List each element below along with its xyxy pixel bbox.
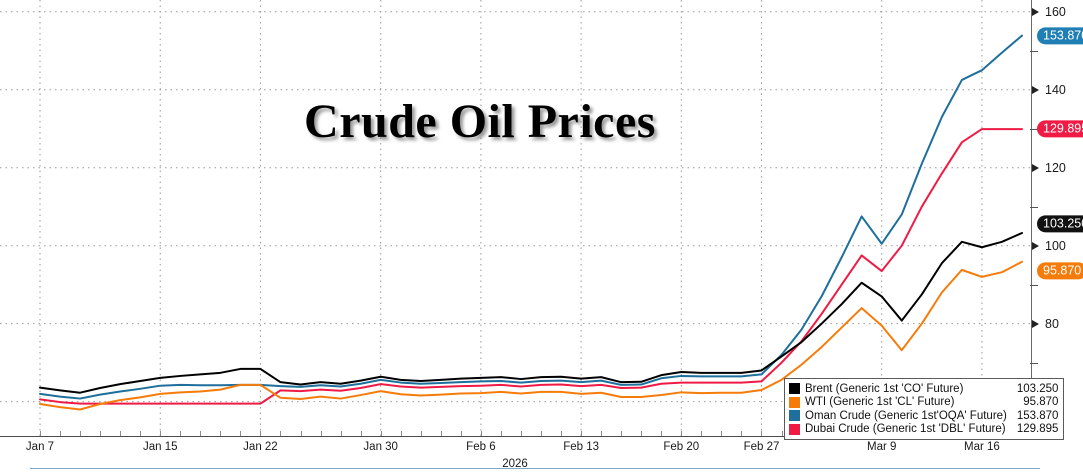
x-minor-tick xyxy=(741,431,743,436)
x-minor-tick xyxy=(340,431,342,436)
y-tick-arrow-icon xyxy=(1032,85,1039,94)
x-minor-tick xyxy=(480,431,482,436)
x-minor-tick xyxy=(420,431,422,436)
x-minor-tick xyxy=(621,431,623,436)
legend-color-swatch xyxy=(789,396,800,408)
y-tick-label: 100 xyxy=(1045,238,1066,253)
legend-label: Oman Crude (Generic 1st'OQA' Future) xyxy=(805,409,1007,422)
x-minor-tick xyxy=(260,431,262,436)
x-minor-tick xyxy=(761,431,763,436)
x-minor-tick xyxy=(701,431,703,436)
series-line-wti xyxy=(39,260,1023,411)
x-minor-tick xyxy=(100,431,102,436)
x-minor-tick xyxy=(180,431,182,436)
bottom-rule xyxy=(30,468,1040,469)
y-tick-label: 120 xyxy=(1045,160,1066,175)
x-minor-tick xyxy=(661,431,663,436)
x-minor-tick xyxy=(40,431,41,436)
legend-row[interactable]: WTI (Generic 1st 'CL' Future) 95.870 xyxy=(789,396,1058,410)
series-line-dubai xyxy=(39,128,1023,405)
x-tick-label: Jan 15 xyxy=(142,441,178,453)
y-tick-label: 160 xyxy=(1045,4,1066,19)
x-minor-tick xyxy=(140,431,142,436)
x-minor-tick xyxy=(280,431,282,436)
price-tag-wti: 95.870 xyxy=(1037,262,1083,280)
x-minor-tick xyxy=(601,431,603,436)
price-tag-oman: 153.870 xyxy=(1037,26,1083,45)
y-minor-tick xyxy=(1030,362,1038,364)
x-minor-tick xyxy=(581,431,583,436)
x-minor-tick xyxy=(80,431,82,436)
x-minor-tick xyxy=(160,431,162,436)
x-minor-tick xyxy=(641,431,643,436)
y-axis-line xyxy=(1031,0,1032,436)
legend-value: 103.250 xyxy=(1016,382,1059,395)
y-tick-arrow-icon xyxy=(1032,7,1039,16)
y-tick-label: 140 xyxy=(1045,82,1066,97)
x-minor-tick xyxy=(120,431,122,436)
x-minor-tick xyxy=(200,431,202,436)
x-axis-year-label: 2026 xyxy=(502,458,528,470)
legend-label: Dubai Crude (Generic 1st 'DBL' Future) xyxy=(805,423,1006,436)
x-tick-label: Jan 30 xyxy=(363,441,398,453)
horizontal-gridlines xyxy=(0,11,1030,403)
price-tag-dubai: 129.895 xyxy=(1037,120,1083,138)
x-minor-tick xyxy=(460,431,462,436)
legend-value: 95.870 xyxy=(1023,396,1059,409)
x-minor-tick xyxy=(681,431,683,436)
legend-color-swatch xyxy=(789,383,800,395)
plot-svg xyxy=(0,0,1030,436)
x-tick-label: Mar 16 xyxy=(964,441,1000,453)
vertical-gridlines xyxy=(39,0,983,436)
x-minor-tick xyxy=(781,431,783,436)
x-minor-tick xyxy=(220,431,222,436)
legend-color-swatch xyxy=(789,423,800,435)
y-minor-tick xyxy=(1030,206,1038,208)
x-axis: 2026 Jan 7 Jan 15 Jan 22 Jan 30 Feb 6 Feb 13 F… xyxy=(0,431,1030,475)
legend-value: 153.870 xyxy=(1016,409,1059,422)
x-minor-tick xyxy=(440,431,442,436)
x-tick-label: Jan 22 xyxy=(243,441,278,453)
legend-row[interactable]: Dubai Crude (Generic 1st 'DBL' Future) 12… xyxy=(789,423,1058,437)
legend-row[interactable]: Brent (Generic 1st 'CO' Future) 103.250 xyxy=(789,382,1058,396)
price-tag-brent: 103.250 xyxy=(1037,215,1083,233)
x-minor-tick xyxy=(380,431,382,436)
series-line-oman xyxy=(39,34,1023,400)
x-minor-tick xyxy=(500,431,502,436)
x-minor-tick xyxy=(320,431,322,436)
y-tick-arrow-icon xyxy=(1032,241,1039,250)
legend-row[interactable]: Oman Crude (Generic 1st'OQA' Future) 153.… xyxy=(789,409,1058,423)
x-tick-label: Feb 6 xyxy=(466,441,496,453)
x-minor-tick xyxy=(520,431,522,436)
y-minor-tick xyxy=(1030,50,1038,52)
x-minor-tick xyxy=(561,431,563,436)
x-minor-tick xyxy=(721,431,723,436)
x-tick-label: Feb 27 xyxy=(743,441,780,453)
y-tick-arrow-icon xyxy=(1032,163,1039,172)
x-tick-label: Mar 9 xyxy=(867,441,897,453)
y-minor-tick xyxy=(1030,128,1038,130)
chart-legend: Brent (Generic 1st 'CO' Future) 103.250 WT… xyxy=(784,378,1065,440)
y-minor-tick xyxy=(1030,284,1038,286)
legend-label: Brent (Generic 1st 'CO' Future) xyxy=(805,382,964,395)
plot-area xyxy=(0,0,1030,436)
legend-value: 129.895 xyxy=(1016,423,1059,436)
y-tick-arrow-icon xyxy=(1032,319,1039,328)
x-tick-label: Feb 20 xyxy=(663,441,700,453)
y-tick-label: 80 xyxy=(1045,316,1059,331)
series-lines xyxy=(39,34,1023,411)
x-minor-tick xyxy=(300,431,302,436)
series-line-brent xyxy=(39,232,1023,394)
legend-color-swatch xyxy=(789,410,800,422)
x-minor-tick xyxy=(60,431,62,436)
x-minor-tick xyxy=(240,431,242,436)
x-axis-line xyxy=(0,436,1030,437)
x-tick-label: Jan 7 xyxy=(25,441,55,453)
x-minor-tick xyxy=(541,431,543,436)
x-tick-label: Feb 13 xyxy=(563,441,599,453)
x-minor-tick xyxy=(360,431,362,436)
legend-label: WTI (Generic 1st 'CL' Future) xyxy=(805,396,955,409)
x-minor-tick xyxy=(400,431,402,436)
